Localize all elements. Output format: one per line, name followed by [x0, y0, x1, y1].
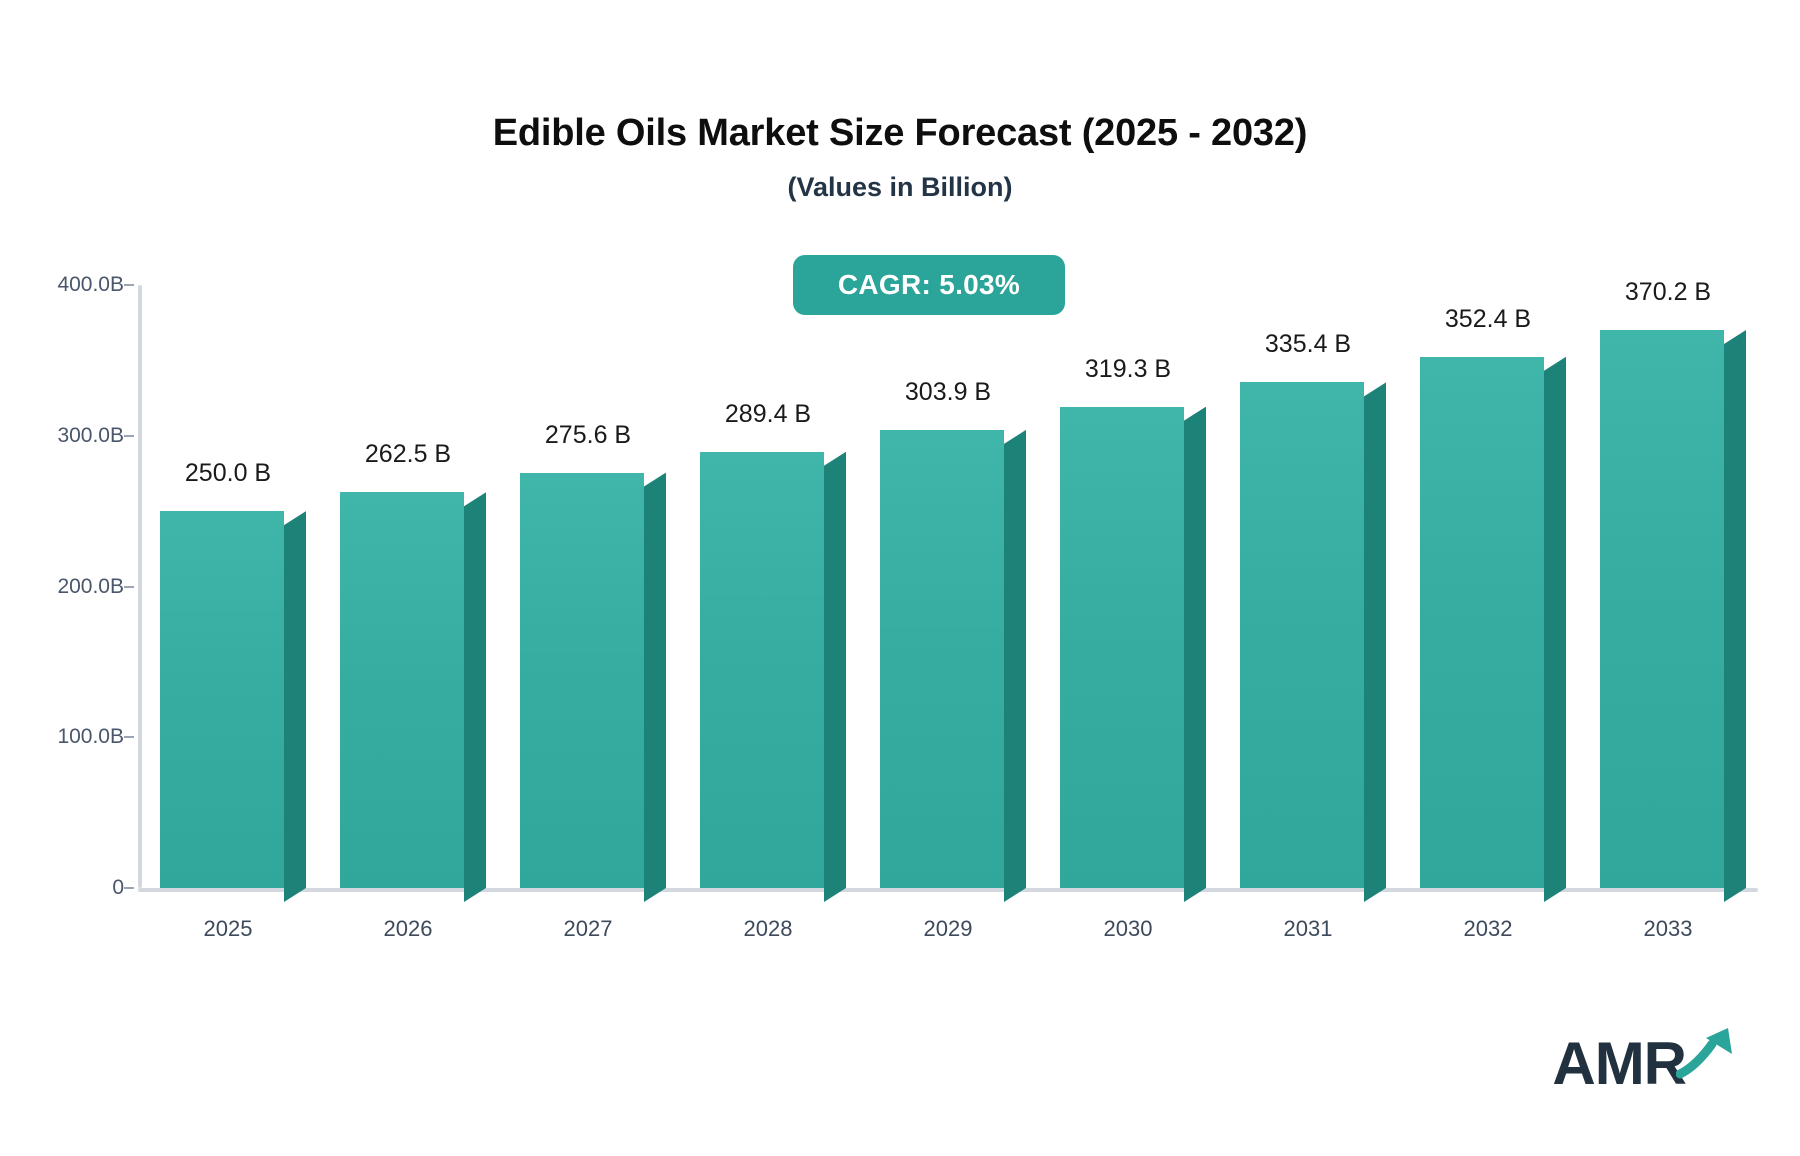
bar-side-face — [1724, 330, 1746, 902]
y-axis-line — [138, 285, 142, 888]
x-axis-tick-label: 2026 — [383, 916, 433, 941]
bar-side-face — [1004, 430, 1026, 902]
bar-value-label: 275.6 B — [544, 420, 632, 449]
y-axis-tick-label: 0 — [112, 876, 124, 899]
bar-side-face — [644, 473, 666, 902]
bar-front-face — [1420, 356, 1544, 888]
bar — [160, 511, 284, 888]
bar-front-face — [160, 511, 284, 888]
x-axis-tick-label: 2029 — [923, 916, 973, 941]
y-axis-tick-label: 100.0B — [57, 725, 124, 749]
bar-front-face — [340, 492, 464, 888]
bar — [700, 451, 824, 888]
bar-value-label: 352.4 B — [1444, 304, 1532, 333]
y-axis-tick-mark — [124, 736, 134, 739]
bar-side-face — [824, 452, 846, 902]
bar-front-face — [1060, 406, 1184, 888]
y-axis-tick-mark — [124, 887, 134, 889]
x-axis-tick-label: 2030 — [1103, 916, 1153, 941]
x-axis-line — [138, 888, 1758, 892]
y-axis-tick-label: 300.0B — [57, 423, 124, 447]
bar-value-label: 319.3 B — [1084, 354, 1172, 383]
bar — [1240, 382, 1364, 888]
bar — [1600, 329, 1724, 888]
y-axis-tick-mark — [124, 585, 134, 588]
plot-area: 0 100.0B 200.0B 300.0B 400.0B 250.0 B 262.5 B… — [57, 273, 1758, 941]
x-axis-tick-label: 2033 — [1643, 916, 1693, 941]
chart-subtitle: (Values in Billion) — [787, 172, 1013, 202]
amr-logo-text: AMR — [1552, 1030, 1687, 1097]
x-axis-tick-label: 2028 — [743, 916, 793, 941]
trend-up-arrow-icon — [1675, 1024, 1738, 1087]
y-axis-tick-mark — [124, 434, 134, 437]
bar-front-face — [1600, 329, 1724, 888]
x-axis-tick-label: 2027 — [563, 916, 613, 941]
bar — [340, 492, 464, 888]
chart-title: Edible Oils Market Size Forecast (2025 -… — [492, 112, 1308, 154]
x-axis-tick-label: 2032 — [1463, 916, 1513, 941]
bar — [880, 429, 1004, 888]
bar-side-face — [1184, 407, 1206, 902]
bar-front-face — [520, 472, 644, 888]
bar-front-face — [1240, 382, 1364, 888]
bar-value-label: 303.9 B — [904, 377, 992, 406]
bar-side-face — [464, 492, 486, 902]
bar-side-face — [1364, 382, 1386, 902]
amr-logo: AMR — [1552, 1027, 1738, 1097]
bar-value-label: 335.4 B — [1264, 330, 1352, 359]
bar-side-face — [1544, 357, 1566, 902]
y-axis-tick-label: 200.0B — [57, 574, 124, 598]
bar-value-label: 370.2 B — [1624, 277, 1712, 306]
bar-front-face — [700, 451, 824, 888]
bar-value-label: 289.4 B — [724, 399, 812, 428]
bar-front-face — [880, 429, 1004, 888]
bar — [520, 472, 644, 888]
y-axis-tick-label: 400.0B — [57, 273, 124, 296]
bar-side-face — [284, 511, 306, 902]
x-axis-tick-label: 2031 — [1283, 916, 1333, 941]
bar — [1060, 406, 1184, 888]
x-axis-tick-label: 2025 — [203, 916, 253, 941]
y-axis-tick-mark — [124, 284, 134, 286]
cagr-badge: CAGR: 5.03% — [793, 255, 1065, 315]
bar-value-label: 262.5 B — [364, 440, 452, 469]
bar — [1420, 356, 1544, 888]
bar-value-label: 250.0 B — [184, 459, 272, 488]
